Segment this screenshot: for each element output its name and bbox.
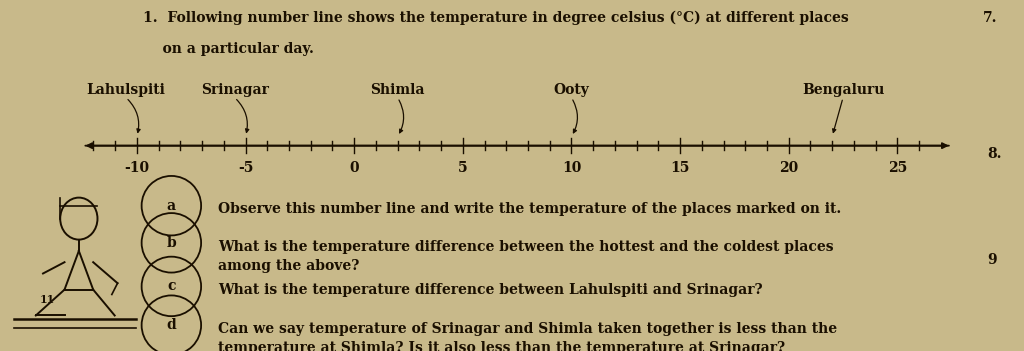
Text: 25: 25 [888, 161, 907, 175]
Text: 10: 10 [562, 161, 582, 175]
Text: -5: -5 [238, 161, 253, 175]
Text: 20: 20 [779, 161, 799, 175]
Text: 7.: 7. [983, 11, 997, 25]
Text: 11: 11 [40, 293, 55, 305]
Text: -10: -10 [124, 161, 150, 175]
Text: on a particular day.: on a particular day. [143, 42, 314, 56]
Text: 0: 0 [349, 161, 359, 175]
Text: Observe this number line and write the temperature of the places marked on it.: Observe this number line and write the t… [218, 203, 842, 217]
Text: 9: 9 [987, 253, 996, 267]
Text: 5: 5 [458, 161, 468, 175]
Text: Ooty: Ooty [554, 82, 590, 97]
Text: Lahulspiti: Lahulspiti [87, 82, 166, 97]
Text: d: d [167, 318, 176, 332]
Text: 1.  Following number line shows the temperature in degree celsius (°C) at differ: 1. Following number line shows the tempe… [143, 11, 849, 25]
Text: What is the temperature difference between the hottest and the coldest places
am: What is the temperature difference betwe… [218, 240, 834, 273]
Text: b: b [167, 236, 176, 250]
Text: Shimla: Shimla [371, 82, 425, 97]
Text: Bengaluru: Bengaluru [802, 82, 885, 97]
Text: a: a [167, 199, 176, 213]
Text: c: c [167, 279, 176, 293]
Text: 8.: 8. [987, 147, 1001, 161]
Text: 15: 15 [671, 161, 690, 175]
Text: Srinagar: Srinagar [201, 82, 268, 97]
Text: Can we say temperature of Srinagar and Shimla taken together is less than the
te: Can we say temperature of Srinagar and S… [218, 322, 838, 351]
Text: What is the temperature difference between Lahulspiti and Srinagar?: What is the temperature difference betwe… [218, 283, 763, 297]
